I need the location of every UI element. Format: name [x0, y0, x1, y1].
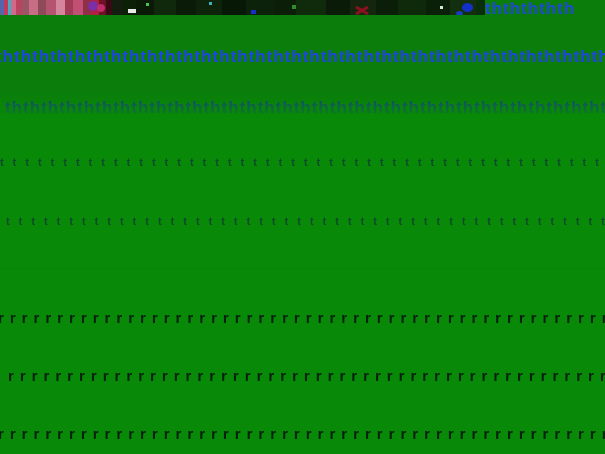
- noise-cell: [350, 0, 376, 15]
- glyph-band-sparse: tttttttttttttttttttttttttttttttttttttttt…: [0, 115, 605, 270]
- glitch-blob-rect: [209, 2, 212, 5]
- top-right-th-bleed: ththththth: [485, 0, 605, 15]
- noise-cell: [154, 0, 176, 15]
- noise-cell: [106, 0, 112, 15]
- noise-cell: [376, 0, 398, 15]
- noise-cell: [16, 0, 22, 15]
- glyph-row: rrrrrrrrrrrrrrrrrrrrrrrrrrrrrrrrrrrrrrrr…: [0, 426, 605, 444]
- noise-cell: [8, 0, 11, 15]
- glyph-row: tttttttttttttttttttttttttttttttttttttttt…: [0, 157, 605, 169]
- noise-cell: [326, 0, 350, 15]
- glyph-band-dark: rrrrrrrrrrrrrrrrrrrrrrrrrrrrrrrrrrrrrrrr…: [0, 270, 605, 454]
- glitch-blob-circle: [462, 3, 473, 12]
- noise-cell: [274, 0, 296, 15]
- glyph-row: rrrrrrrrrrrrrrrrrrrrrrrrrrrrrrrrrrrrrrrr…: [8, 368, 605, 386]
- glitch-blob-x: [355, 2, 369, 15]
- noise-cell: [22, 0, 29, 15]
- noise-cell: [56, 0, 65, 15]
- glitch-blob-rect: [128, 9, 136, 13]
- glitch-blob-circle: [88, 1, 98, 11]
- glyph-row: thththththththththththththththththththth…: [5, 99, 605, 115]
- glitch-blob-rect: [440, 6, 443, 9]
- noise-cell: [73, 0, 83, 15]
- noise-cell: [426, 0, 450, 15]
- noise-cell: [0, 0, 4, 15]
- noise-cell: [222, 0, 246, 15]
- noise-cell: [136, 0, 154, 15]
- glitch-blob-rect: [292, 5, 296, 9]
- glyph-band-th: thththththththththththththththththththth…: [0, 14, 605, 115]
- glitch-blob-circle: [97, 4, 105, 12]
- glyph-row: thththththththththththththththththththth…: [0, 48, 605, 65]
- x-icon: [355, 5, 369, 15]
- noise-cell: [65, 0, 73, 15]
- glyph-row: rrrrrrrrrrrrrrrrrrrrrrrrrrrrrrrrrrrrrrrr…: [0, 309, 605, 327]
- noise-cell: [38, 0, 46, 15]
- glitch-blob-circle: [456, 11, 463, 15]
- noise-cell: [4, 0, 8, 15]
- noise-cell: [398, 0, 426, 15]
- glitch-blob-rect: [146, 3, 149, 6]
- noise-cell: [11, 0, 16, 15]
- noise-cell: [46, 0, 56, 15]
- noise-cell: [112, 0, 122, 15]
- noise-cell: [29, 0, 38, 15]
- noise-cell: [83, 0, 90, 15]
- noise-cell: [296, 0, 326, 15]
- noise-cell: [176, 0, 196, 15]
- noise-cell: [196, 0, 222, 15]
- glyph-row: tttttttttttttttttttttttttttttttttttttttt…: [6, 215, 605, 228]
- glitch-blob-rect: [251, 10, 256, 14]
